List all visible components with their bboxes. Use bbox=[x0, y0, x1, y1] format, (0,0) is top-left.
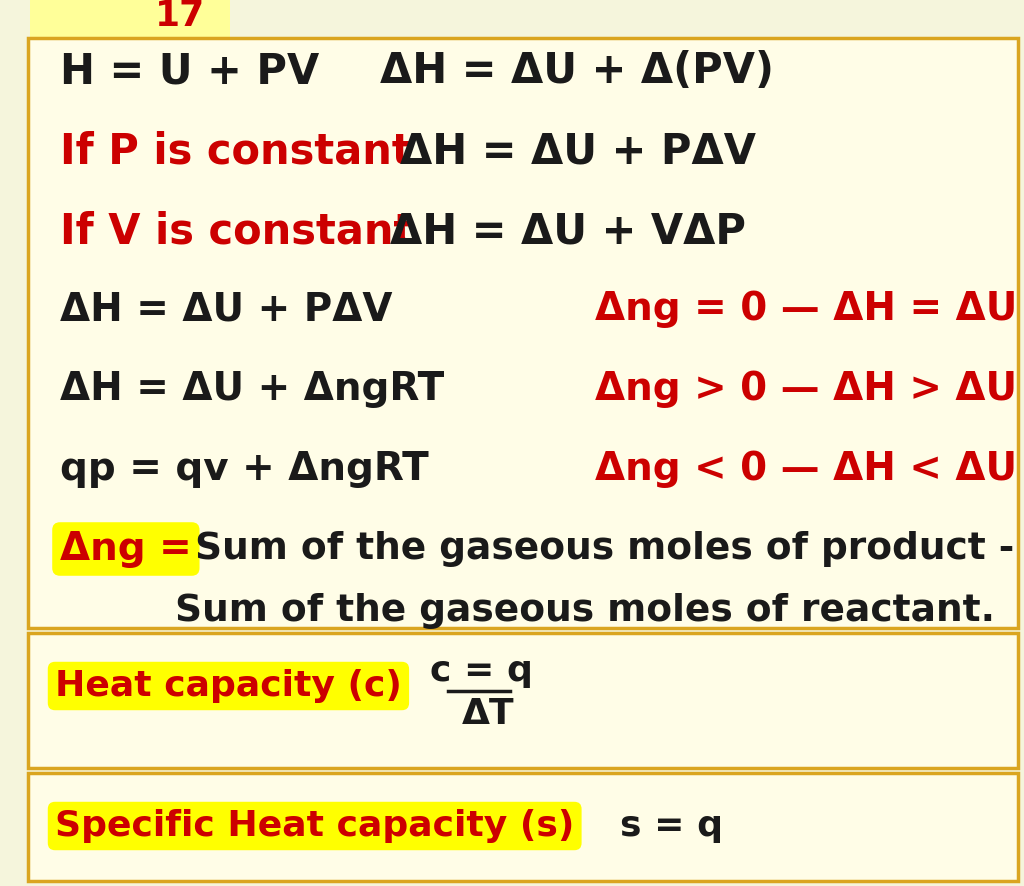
Text: Δng = 0 — ΔH = ΔU: Δng = 0 — ΔH = ΔU bbox=[595, 290, 1018, 328]
Text: ΔH = ΔU + Δ(PV): ΔH = ΔU + Δ(PV) bbox=[380, 50, 774, 92]
Bar bbox=[28, 773, 1018, 881]
Text: ΔT: ΔT bbox=[462, 697, 515, 731]
Text: Δng < 0 — ΔH < ΔU: Δng < 0 — ΔH < ΔU bbox=[595, 450, 1017, 488]
Text: ΔH = ΔU + ΔngRT: ΔH = ΔU + ΔngRT bbox=[60, 370, 444, 408]
Text: ΔH = ΔU + VΔP: ΔH = ΔU + VΔP bbox=[390, 210, 746, 252]
Text: If P is constant: If P is constant bbox=[60, 130, 412, 172]
Text: Sum of the gaseous moles of product -: Sum of the gaseous moles of product - bbox=[195, 531, 1014, 567]
Text: s = q: s = q bbox=[620, 809, 723, 843]
Text: H = U + PV: H = U + PV bbox=[60, 50, 319, 92]
Text: Δng > 0 — ΔH > ΔU: Δng > 0 — ΔH > ΔU bbox=[595, 370, 1017, 408]
Text: 17: 17 bbox=[155, 0, 205, 33]
Text: Δng =: Δng = bbox=[60, 530, 191, 568]
Text: Heat capacity (c): Heat capacity (c) bbox=[55, 669, 401, 703]
Bar bbox=[28, 633, 1018, 768]
Text: qp = qv + ΔngRT: qp = qv + ΔngRT bbox=[60, 450, 429, 488]
Text: ΔH = ΔU + PΔV: ΔH = ΔU + PΔV bbox=[60, 290, 392, 328]
Text: ΔH = ΔU + PΔV: ΔH = ΔU + PΔV bbox=[400, 130, 756, 172]
Text: Sum of the gaseous moles of reactant.: Sum of the gaseous moles of reactant. bbox=[175, 593, 995, 629]
Text: If V is constant: If V is constant bbox=[60, 210, 414, 252]
Text: c = q: c = q bbox=[430, 654, 532, 688]
Text: Specific Heat capacity (s): Specific Heat capacity (s) bbox=[55, 809, 574, 843]
Bar bbox=[28, 38, 1018, 628]
Bar bbox=[30, 0, 230, 50]
